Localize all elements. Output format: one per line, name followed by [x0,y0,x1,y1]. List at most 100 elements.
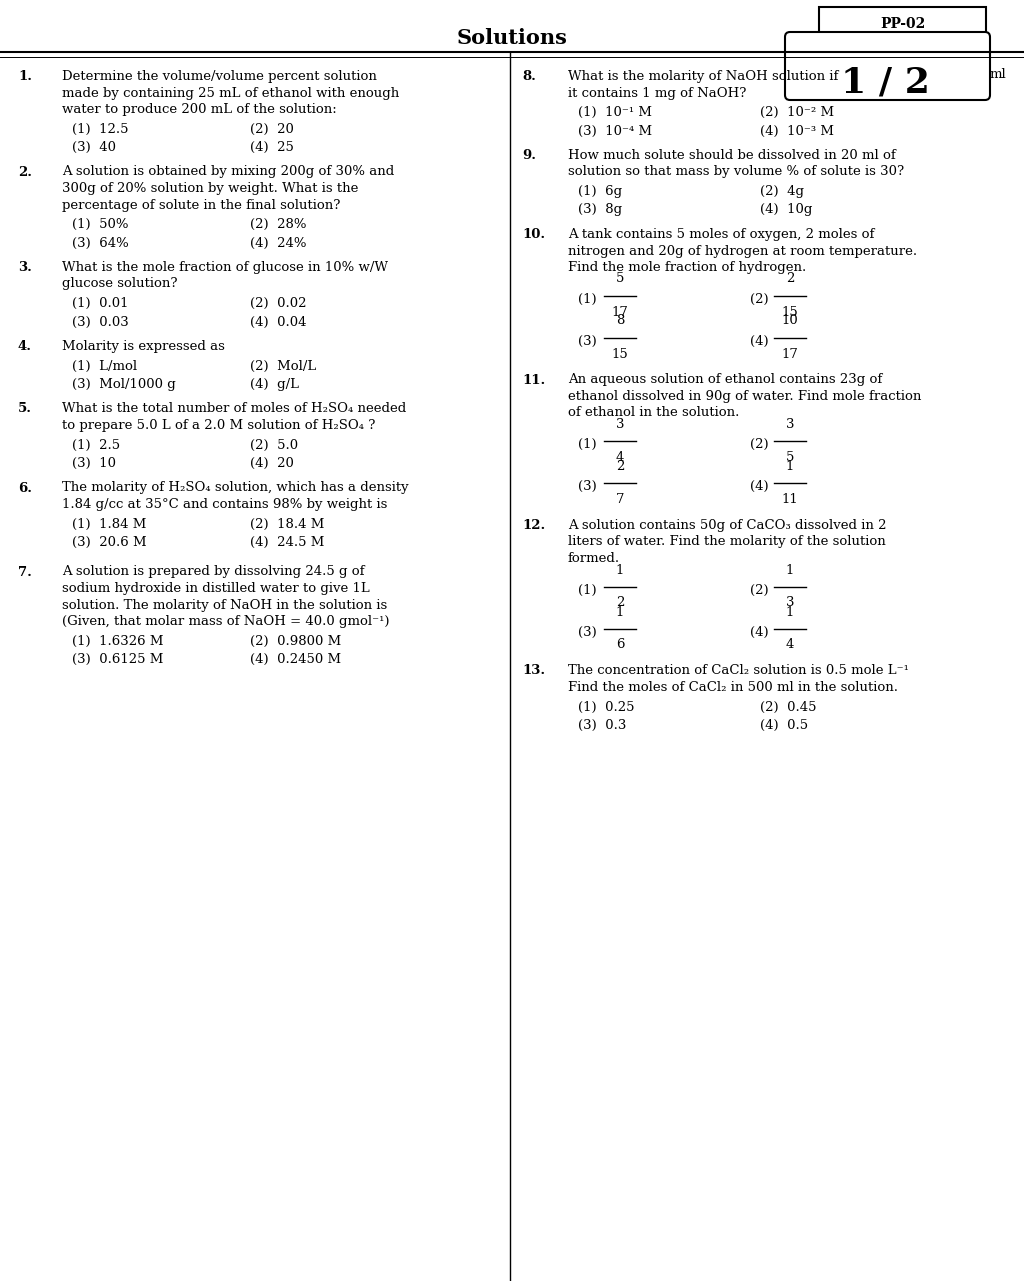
Text: formed.: formed. [568,552,621,565]
Text: A solution is prepared by dissolving 24.5 g of: A solution is prepared by dissolving 24.… [62,565,365,579]
Text: 9.: 9. [522,149,536,161]
Text: (2)  18.4 M: (2) 18.4 M [250,518,325,530]
Text: (3): (3) [578,480,597,493]
Text: 6: 6 [615,638,625,652]
Text: sodium hydroxide in distilled water to give 1L: sodium hydroxide in distilled water to g… [62,582,370,594]
Text: (2)  Mol/L: (2) Mol/L [250,360,316,373]
Text: (1): (1) [578,292,597,305]
Text: Find the moles of CaCl₂ in 500 ml in the solution.: Find the moles of CaCl₂ in 500 ml in the… [568,681,898,694]
Text: (3)  10: (3) 10 [72,457,116,470]
Text: 2: 2 [615,460,625,473]
Text: Determine the volume/volume percent solution: Determine the volume/volume percent solu… [62,70,377,83]
Text: (2)  5.0: (2) 5.0 [250,438,298,451]
Text: it contains 1 mg of NaOH?: it contains 1 mg of NaOH? [568,87,746,100]
Text: 17: 17 [781,347,799,360]
Text: 3: 3 [615,418,625,430]
Text: (3)  0.03: (3) 0.03 [72,315,129,328]
Text: (2)  20: (2) 20 [250,123,294,136]
Text: to prepare 5.0 L of a 2.0 M solution of H₂SO₄ ?: to prepare 5.0 L of a 2.0 M solution of … [62,419,376,432]
Text: solution. The molarity of NaOH in the solution is: solution. The molarity of NaOH in the so… [62,598,387,611]
Text: (2)  10⁻² M: (2) 10⁻² M [760,106,835,119]
Text: 8.: 8. [522,70,536,83]
Text: 1: 1 [785,606,795,619]
Text: (2): (2) [750,292,769,305]
Text: liters of water. Find the molarity of the solution: liters of water. Find the molarity of th… [568,535,886,548]
Text: (3)  20.6 M: (3) 20.6 M [72,535,146,550]
Text: (2): (2) [750,584,769,597]
Text: 1.: 1. [18,70,32,83]
Text: 1 / 2: 1 / 2 [841,65,930,99]
Text: (2)  0.02: (2) 0.02 [250,297,306,310]
Text: 4: 4 [785,638,795,652]
Text: 11: 11 [781,493,799,506]
Text: (3): (3) [578,334,597,347]
Text: solution so that mass by volume % of solute is 30?: solution so that mass by volume % of sol… [568,165,904,178]
Text: (Given, that molar mass of NaOH = 40.0 gmol⁻¹): (Given, that molar mass of NaOH = 40.0 g… [62,615,389,628]
Text: (1)  2.5: (1) 2.5 [72,438,120,451]
Text: What is the mole fraction of glucose in 10% w/W: What is the mole fraction of glucose in … [62,261,388,274]
Text: 2: 2 [615,597,625,610]
Text: How much solute should be dissolved in 20 ml of: How much solute should be dissolved in 2… [568,149,896,161]
Text: 15: 15 [611,347,629,360]
Text: What is the molarity of NaOH solution if: What is the molarity of NaOH solution if [568,70,839,83]
Text: (3)  Mol/1000 g: (3) Mol/1000 g [72,378,176,391]
Text: (1)  0.25: (1) 0.25 [578,701,635,714]
Text: 3: 3 [785,418,795,430]
Text: 1: 1 [785,564,795,576]
Text: (2)  0.45: (2) 0.45 [760,701,816,714]
Text: 5: 5 [615,273,625,286]
Text: 2: 2 [785,273,795,286]
Text: (4): (4) [750,625,769,638]
Text: (4)  10⁻³ M: (4) 10⁻³ M [760,124,834,137]
Text: (3)  8g: (3) 8g [578,204,623,216]
Text: (1)  12.5: (1) 12.5 [72,123,128,136]
Text: 6.: 6. [18,482,32,494]
Text: An aqueous solution of ethanol contains 23g of: An aqueous solution of ethanol contains … [568,374,883,387]
Text: (1)  L/mol: (1) L/mol [72,360,137,373]
Text: 13.: 13. [522,665,545,678]
Text: Solutions: Solutions [457,28,567,47]
Text: The concentration of CaCl₂ solution is 0.5 mole L⁻¹: The concentration of CaCl₂ solution is 0… [568,665,909,678]
Text: (1)  1.84 M: (1) 1.84 M [72,518,146,530]
Text: 12.: 12. [522,519,545,532]
Text: (1)  0.01: (1) 0.01 [72,297,128,310]
Text: 3.: 3. [18,261,32,274]
Text: glucose solution?: glucose solution? [62,278,177,291]
Text: (4)  10g: (4) 10g [760,204,812,216]
Text: (4)  20: (4) 20 [250,457,294,470]
Text: 7.: 7. [18,565,32,579]
Text: 10: 10 [781,315,799,328]
Text: 2.: 2. [18,165,32,178]
Text: (1)  10⁻¹ M: (1) 10⁻¹ M [578,106,652,119]
Text: (4)  24%: (4) 24% [250,237,306,250]
Text: ml: ml [990,68,1007,81]
Text: A solution is obtained by mixing 200g of 30% and: A solution is obtained by mixing 200g of… [62,165,394,178]
Text: of ethanol in the solution.: of ethanol in the solution. [568,406,739,419]
Text: 10.: 10. [522,228,545,241]
Text: What is the total number of moles of H₂SO₄ needed: What is the total number of moles of H₂S… [62,402,407,415]
Text: 8: 8 [615,315,625,328]
Text: (3)  64%: (3) 64% [72,237,129,250]
Text: (3)  0.3: (3) 0.3 [578,719,627,731]
Text: (4): (4) [750,480,769,493]
Text: (4)  0.5: (4) 0.5 [760,719,808,731]
Text: 1: 1 [785,460,795,473]
Text: 3: 3 [785,597,795,610]
Text: (2): (2) [750,438,769,451]
FancyBboxPatch shape [785,32,990,100]
Text: (2)  0.9800 M: (2) 0.9800 M [250,634,341,647]
Text: Molarity is expressed as: Molarity is expressed as [62,339,225,354]
Text: water to produce 200 mL of the solution:: water to produce 200 mL of the solution: [62,102,337,117]
Text: (4)  25: (4) 25 [250,141,294,154]
Text: 300g of 20% solution by weight. What is the: 300g of 20% solution by weight. What is … [62,182,358,195]
Text: 15: 15 [781,305,799,319]
Text: (3)  10⁻⁴ M: (3) 10⁻⁴ M [578,124,652,137]
Text: 7: 7 [615,493,625,506]
Text: 1: 1 [615,564,625,576]
Text: (1): (1) [578,584,597,597]
Text: 4: 4 [615,451,625,464]
Text: (4)  24.5 M: (4) 24.5 M [250,535,325,550]
Text: (4): (4) [750,334,769,347]
Text: The molarity of H₂SO₄ solution, which has a density: The molarity of H₂SO₄ solution, which ha… [62,482,409,494]
Text: 5: 5 [785,451,795,464]
